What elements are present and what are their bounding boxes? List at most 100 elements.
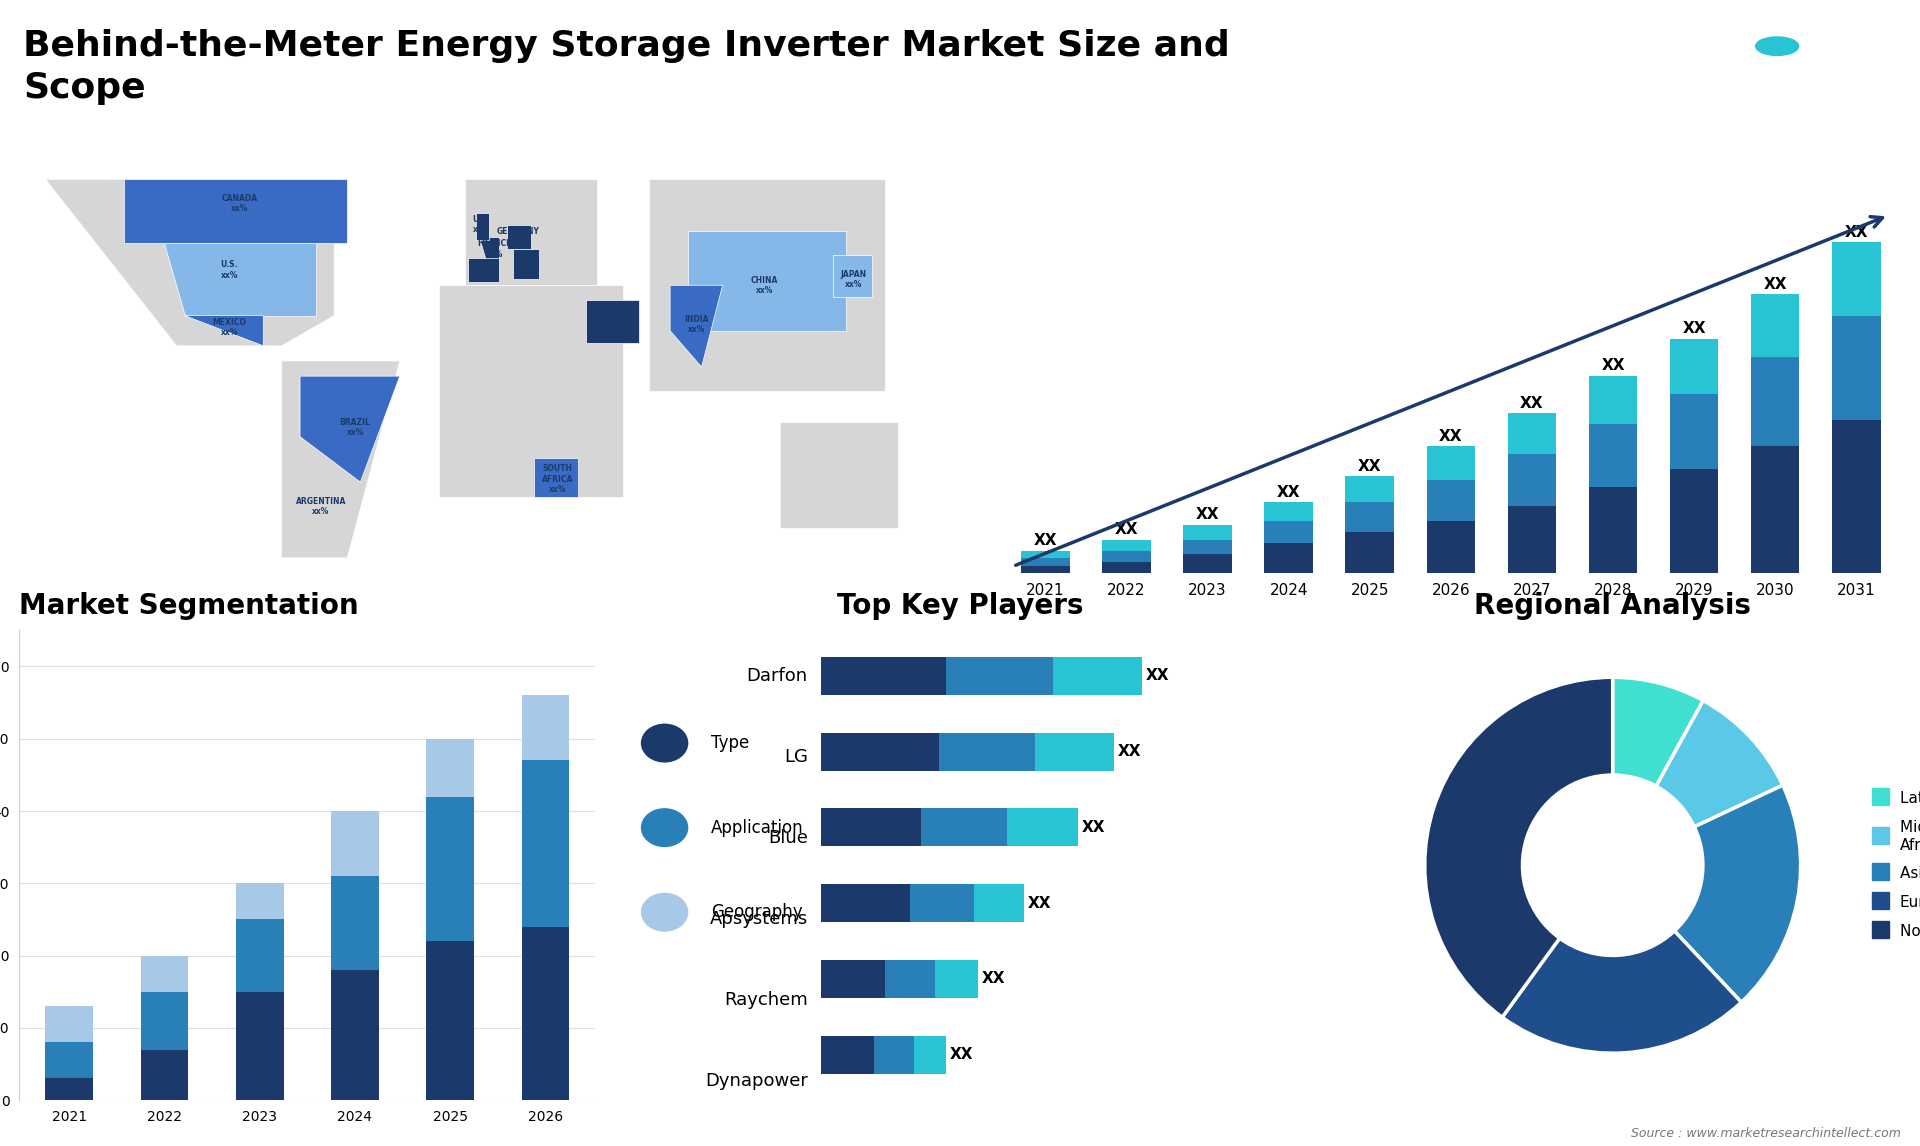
Title: Top Key Players: Top Key Players [837, 591, 1083, 620]
Bar [46, 1043, 92, 1078]
Text: SOUTH
AFRICA
xx%: SOUTH AFRICA xx% [541, 464, 572, 494]
Polygon shape [282, 361, 399, 558]
Polygon shape [833, 256, 872, 297]
Text: Apsystems: Apsystems [710, 910, 808, 928]
Polygon shape [513, 249, 540, 280]
Bar [140, 991, 188, 1050]
Bar [426, 739, 474, 796]
Bar [46, 1006, 92, 1043]
Text: Geography: Geography [710, 903, 803, 921]
Polygon shape [478, 237, 499, 261]
Bar [1102, 562, 1150, 573]
Polygon shape [649, 179, 885, 391]
Bar [1102, 551, 1150, 562]
Bar [1346, 477, 1394, 502]
Text: Type: Type [710, 735, 749, 752]
Text: INTELLECT: INTELLECT [1764, 117, 1832, 127]
Text: XX: XX [1763, 276, 1788, 291]
Wedge shape [1674, 785, 1801, 1003]
Polygon shape [184, 315, 263, 346]
Bar [1265, 543, 1313, 573]
Circle shape [1755, 37, 1799, 55]
Polygon shape [534, 458, 578, 497]
Text: XX: XX [1601, 359, 1624, 374]
Text: XX: XX [1682, 321, 1705, 336]
Text: Market Segmentation: Market Segmentation [19, 591, 359, 620]
Bar [140, 1050, 188, 1100]
Bar [140, 956, 188, 991]
Bar [1588, 376, 1638, 424]
Bar [1183, 540, 1233, 555]
Text: BRAZIL
xx%: BRAZIL xx% [340, 418, 371, 438]
Text: GERMANY
xx%: GERMANY xx% [497, 227, 540, 246]
Bar [426, 941, 474, 1100]
Text: XX: XX [1196, 508, 1219, 523]
Text: Raychem: Raychem [724, 991, 808, 1010]
Text: CHINA
xx%: CHINA xx% [751, 275, 778, 295]
Bar [1507, 413, 1557, 454]
Bar [522, 927, 568, 1100]
Text: SPAIN
xx%: SPAIN xx% [470, 260, 497, 280]
Bar [1832, 316, 1880, 421]
Bar [330, 970, 378, 1100]
Bar [1346, 532, 1394, 573]
Polygon shape [670, 285, 722, 367]
Bar [330, 876, 378, 970]
Text: XX: XX [1116, 523, 1139, 537]
Circle shape [641, 809, 687, 847]
Polygon shape [125, 179, 348, 243]
Polygon shape [476, 213, 490, 240]
Text: Dynapower: Dynapower [705, 1073, 808, 1090]
Bar [236, 884, 284, 919]
Circle shape [641, 894, 687, 931]
Bar [522, 761, 568, 927]
Wedge shape [1501, 931, 1741, 1053]
Legend: Latin America, Middle East &
Africa, Asia Pacific, Europe, North America: Latin America, Middle East & Africa, Asi… [1864, 784, 1920, 947]
Polygon shape [163, 243, 315, 315]
Bar [1670, 338, 1718, 394]
Text: ITALY
xx%: ITALY xx% [515, 251, 538, 270]
Text: U.S.
xx%: U.S. xx% [221, 260, 238, 280]
Bar [1346, 502, 1394, 532]
Bar [1507, 454, 1557, 507]
Bar [1021, 558, 1069, 566]
Text: MEXICO
xx%: MEXICO xx% [213, 317, 246, 337]
Wedge shape [1613, 677, 1703, 786]
Text: SAUDI
ARABIA
xx%: SAUDI ARABIA xx% [593, 304, 626, 333]
Bar [1751, 358, 1799, 447]
Text: Darfon: Darfon [747, 667, 808, 685]
Bar [1670, 394, 1718, 469]
Polygon shape [468, 258, 499, 282]
Bar [1427, 480, 1475, 521]
Bar [1021, 566, 1069, 573]
Bar [1183, 525, 1233, 540]
Text: CANADA
xx%: CANADA xx% [221, 194, 257, 213]
Bar [236, 991, 284, 1100]
Text: FRANCE
xx%: FRANCE xx% [476, 240, 511, 259]
Bar [1102, 540, 1150, 551]
Bar [1670, 469, 1718, 573]
Bar [236, 919, 284, 991]
Text: Application: Application [710, 818, 803, 837]
Text: XX: XX [1357, 460, 1382, 474]
Bar [1832, 242, 1880, 316]
Circle shape [641, 724, 687, 762]
Text: INDIA
xx%: INDIA xx% [684, 315, 708, 335]
Text: XX: XX [1440, 430, 1463, 445]
Title: Regional Analysis: Regional Analysis [1475, 591, 1751, 620]
Polygon shape [586, 300, 639, 343]
Text: LG: LG [783, 748, 808, 767]
Bar [1751, 293, 1799, 358]
Text: MARKET: MARKET [1764, 76, 1816, 85]
Bar [1588, 424, 1638, 487]
Bar [1183, 555, 1233, 573]
Bar [1427, 521, 1475, 573]
Wedge shape [1425, 677, 1613, 1018]
Text: Blue: Blue [768, 830, 808, 847]
Polygon shape [300, 376, 399, 482]
Bar [46, 1078, 92, 1100]
Text: XX: XX [1277, 485, 1300, 500]
Bar [1427, 447, 1475, 480]
Text: U.K.
xx%: U.K. xx% [472, 215, 490, 235]
Text: XX: XX [1845, 225, 1868, 240]
